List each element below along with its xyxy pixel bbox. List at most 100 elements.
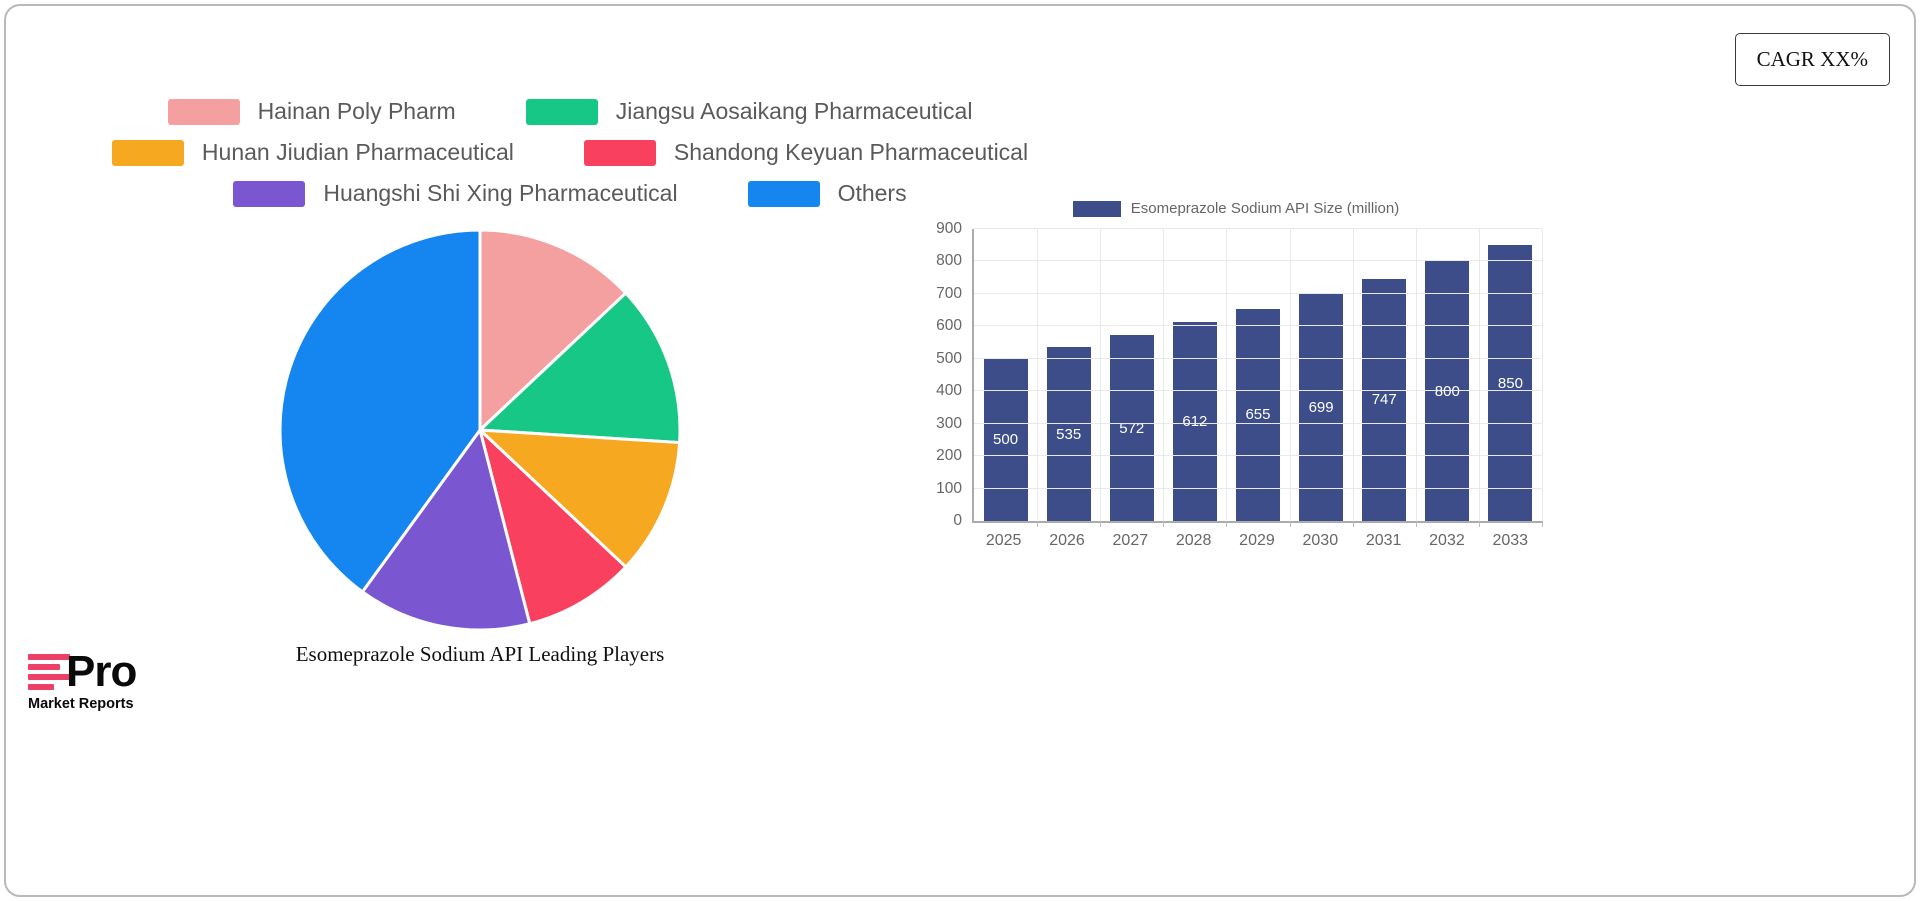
gridline-vertical xyxy=(1415,229,1417,521)
bar-column: 800 xyxy=(1416,229,1479,521)
gridline-horizontal xyxy=(974,292,1542,294)
legend-label: Jiangsu Aosaikang Pharmaceutical xyxy=(615,98,973,124)
x-tick-mark xyxy=(1289,521,1291,527)
logo-pro-text: Pro xyxy=(66,647,137,696)
bar-chart: Esomeprazole Sodium API Size (million) 0… xyxy=(930,200,1543,550)
bar-y-axis: 0 100 200 300 400 500 600 700 800 900 xyxy=(930,220,972,529)
logo-stripe-icon xyxy=(28,674,70,680)
bar-value-label: 612 xyxy=(1182,413,1208,431)
x-tick-label: 2031 xyxy=(1365,532,1402,549)
x-tick-mark xyxy=(1415,521,1417,527)
gridline-vertical xyxy=(1352,229,1354,521)
bar-column: 747 xyxy=(1353,229,1416,521)
gridline-horizontal xyxy=(974,260,1542,262)
pie-legend-item[interactable]: Shandong Keyuan Pharmaceutical xyxy=(583,139,1029,166)
legend-label: Shandong Keyuan Pharmaceutical xyxy=(673,139,1029,165)
gridline-vertical xyxy=(1226,229,1228,521)
gridline-horizontal xyxy=(974,390,1542,392)
x-tick-label: 2033 xyxy=(1492,532,1529,549)
pie-slice[interactable] xyxy=(278,228,482,594)
y-tick-label: 700 xyxy=(936,284,962,302)
bar-value-label: 655 xyxy=(1245,406,1271,424)
bar-value-label: 535 xyxy=(1056,425,1082,443)
bar-x-axis: 2025 2026 2027 2028 2029 2030 2031 2032 2033 xyxy=(972,532,1542,550)
gridline-horizontal xyxy=(974,357,1542,359)
y-tick-label: 200 xyxy=(936,447,962,465)
pie-legend-item[interactable]: Others xyxy=(747,180,907,207)
gridline-vertical xyxy=(1037,229,1039,521)
bar-column: 655 xyxy=(1226,229,1289,521)
bar-value-label: 850 xyxy=(1497,374,1523,392)
x-tick-label: 2027 xyxy=(1112,532,1149,549)
pie-slice[interactable] xyxy=(478,428,628,626)
pie-legend-item[interactable]: Jiangsu Aosaikang Pharmaceutical xyxy=(525,98,973,125)
legend-swatch-icon xyxy=(233,180,306,207)
pie-slice[interactable] xyxy=(478,228,628,432)
bar-chart-row: 0 100 200 300 400 500 600 700 800 900 500 535 572 61… xyxy=(930,220,1543,529)
x-tick-mark xyxy=(1163,521,1165,527)
legend-swatch-icon xyxy=(111,139,184,166)
pie-title: Esomeprazole Sodium API Leading Players xyxy=(295,642,665,666)
bar[interactable]: 500 xyxy=(983,358,1028,521)
pie-legend-row: Hainan Poly Pharm Jiangsu Aosaikang Pharm… xyxy=(20,98,1120,125)
pie-legend-item[interactable]: Huangshi Shi Xing Pharmaceutical xyxy=(233,180,678,207)
pie-chart xyxy=(278,228,682,632)
bar[interactable]: 850 xyxy=(1488,245,1533,521)
bar-value-label: 699 xyxy=(1308,399,1334,417)
bar-legend-label: Esomeprazole Sodium API Size (million) xyxy=(1130,200,1400,217)
logo-bars-icon xyxy=(28,654,70,690)
pie-legend-item[interactable]: Hainan Poly Pharm xyxy=(167,98,456,125)
pie-slice[interactable] xyxy=(360,428,532,632)
bar-legend-item[interactable]: Esomeprazole Sodium API Size (million) xyxy=(930,200,1542,217)
bar[interactable]: 572 xyxy=(1109,335,1154,521)
pie-legend: Hainan Poly Pharm Jiangsu Aosaikang Pharm… xyxy=(20,98,1120,221)
bar[interactable]: 699 xyxy=(1299,294,1344,521)
gridline-vertical xyxy=(1478,229,1480,521)
gridline-vertical xyxy=(1289,229,1291,521)
pie-legend-row: Huangshi Shi Xing Pharmaceutical Others xyxy=(20,180,1120,207)
y-tick-label: 0 xyxy=(953,512,962,529)
gridline-horizontal xyxy=(974,455,1542,457)
bar-column: 572 xyxy=(1100,229,1163,521)
logo-stripe-icon xyxy=(28,654,70,660)
pie-legend-item[interactable]: Hunan Jiudian Pharmaceutical xyxy=(111,139,514,166)
legend-label: Others xyxy=(837,180,907,206)
gridline-vertical xyxy=(1542,229,1543,521)
legend-swatch-icon xyxy=(747,180,820,207)
x-tick-mark xyxy=(1226,521,1228,527)
y-tick-label: 100 xyxy=(936,479,962,497)
bar[interactable]: 747 xyxy=(1362,278,1407,521)
pie-slice[interactable] xyxy=(478,428,682,569)
x-tick-mark xyxy=(1100,521,1102,527)
y-tick-label: 500 xyxy=(936,349,962,367)
cagr-box: CAGR XX% xyxy=(1734,33,1890,86)
legend-label: Hainan Poly Pharm xyxy=(257,98,456,124)
x-tick-label: 2028 xyxy=(1175,532,1212,549)
gridline-horizontal xyxy=(974,422,1542,424)
gridline-vertical xyxy=(1163,229,1165,521)
y-tick-label: 900 xyxy=(936,220,962,237)
bar-value-label: 747 xyxy=(1371,391,1397,409)
logo: Pro Market Reports xyxy=(28,647,137,712)
legend-swatch-icon xyxy=(583,139,656,166)
y-tick-label: 800 xyxy=(936,252,962,270)
bar-column: 850 xyxy=(1479,229,1542,521)
x-tick-label: 2029 xyxy=(1239,532,1275,549)
x-tick-label: 2032 xyxy=(1429,532,1465,549)
x-tick-mark xyxy=(1478,521,1480,527)
pie-slice[interactable] xyxy=(478,291,682,445)
bar-value-label: 572 xyxy=(1119,419,1145,437)
bar-column: 699 xyxy=(1290,229,1353,521)
bar[interactable]: 655 xyxy=(1235,308,1280,521)
gridline-horizontal xyxy=(974,487,1542,489)
logo-stripe-icon xyxy=(28,664,60,670)
legend-label: Hunan Jiudian Pharmaceutical xyxy=(201,139,514,165)
x-tick-mark xyxy=(1542,521,1543,527)
bar-column: 500 xyxy=(974,229,1037,521)
bar[interactable]: 535 xyxy=(1046,347,1091,521)
bar-series: 500 535 572 612 655 699 747 800 850 xyxy=(974,229,1542,521)
bar-value-label: 500 xyxy=(993,431,1019,449)
logo-mark: Pro xyxy=(28,647,137,696)
bar-legend-swatch-icon xyxy=(1072,200,1121,217)
